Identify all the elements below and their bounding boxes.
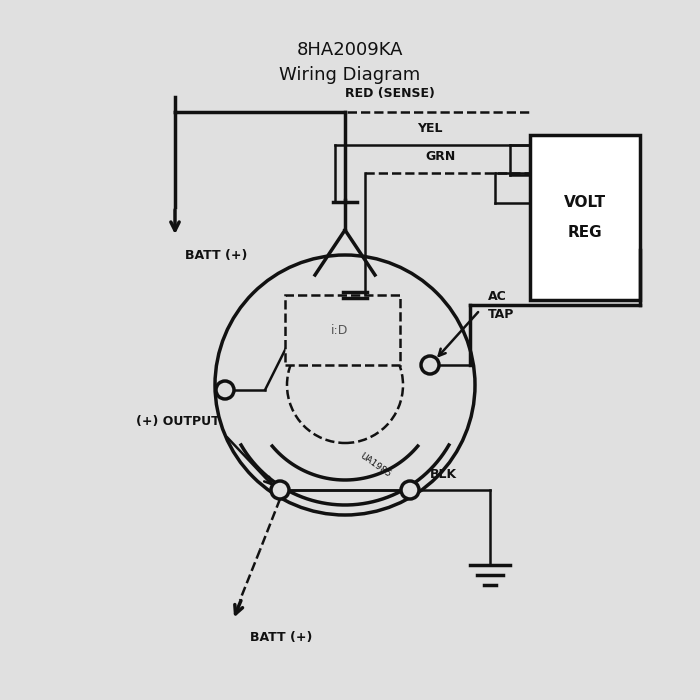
Bar bbox=[530, 135, 640, 300]
Text: BATT (+): BATT (+) bbox=[185, 248, 247, 262]
Text: RED (SENSE): RED (SENSE) bbox=[345, 87, 435, 100]
Text: GRN: GRN bbox=[425, 150, 455, 163]
Text: 8HA2009KA: 8HA2009KA bbox=[297, 41, 403, 59]
Text: TAP: TAP bbox=[488, 309, 514, 321]
Text: (+) OUTPUT: (+) OUTPUT bbox=[136, 416, 220, 428]
Text: i:D: i:D bbox=[331, 323, 349, 337]
Text: Wiring Diagram: Wiring Diagram bbox=[279, 66, 421, 84]
Text: BATT (+): BATT (+) bbox=[250, 631, 312, 645]
Bar bbox=[285, 295, 400, 365]
Text: AC: AC bbox=[488, 290, 507, 304]
Circle shape bbox=[421, 356, 439, 374]
Text: REG: REG bbox=[568, 225, 602, 240]
Circle shape bbox=[401, 481, 419, 499]
Text: BLK: BLK bbox=[430, 468, 457, 482]
Text: VOLT: VOLT bbox=[564, 195, 606, 210]
Text: YEL: YEL bbox=[417, 122, 442, 135]
Text: UA1985: UA1985 bbox=[358, 451, 392, 479]
Circle shape bbox=[216, 381, 234, 399]
Circle shape bbox=[271, 481, 289, 499]
